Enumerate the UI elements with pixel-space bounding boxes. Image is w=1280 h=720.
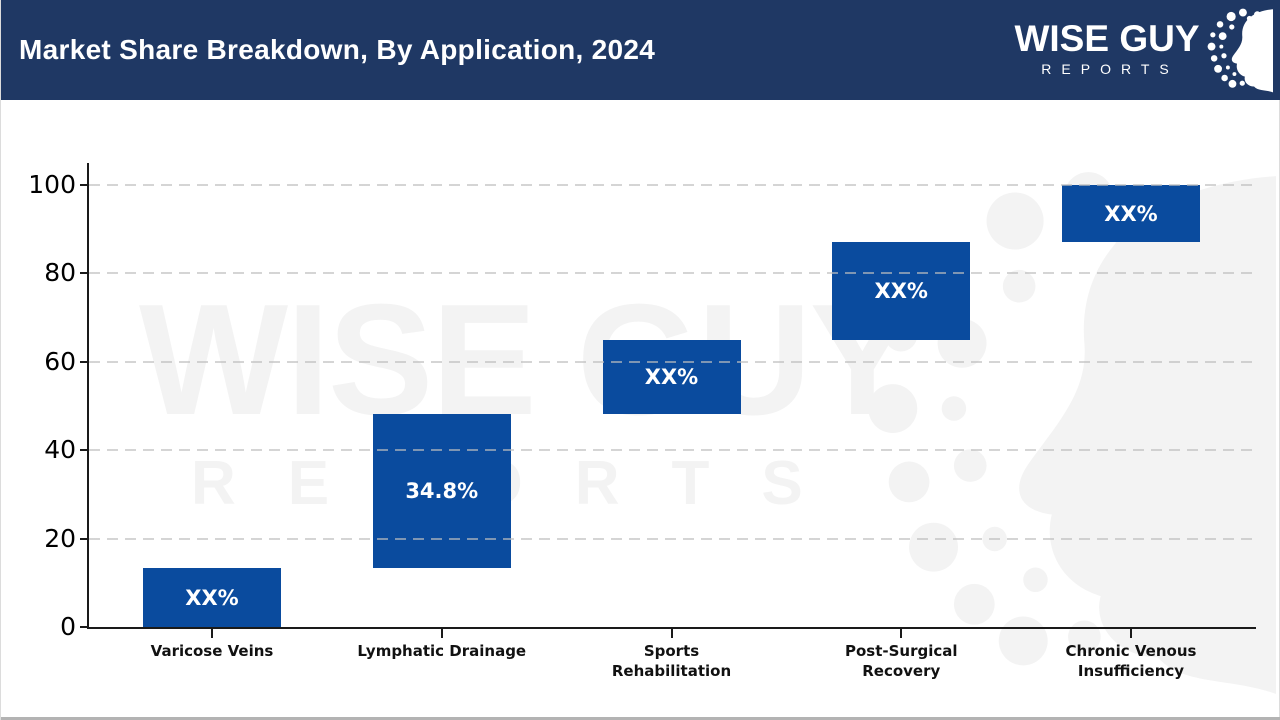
x-category-label: Sports Rehabilitation xyxy=(611,642,732,680)
x-axis-line xyxy=(87,627,1256,629)
y-tick-label-40: 40 xyxy=(44,435,76,465)
y-axis-line xyxy=(87,163,89,629)
bar-post-surgical-recovery: XX% xyxy=(832,242,971,340)
x-category-label: Lymphatic Drainage xyxy=(357,642,527,660)
x-tick-0 xyxy=(211,629,213,638)
y-tick-label-80: 80 xyxy=(44,258,76,288)
brand-subname: REPORTS xyxy=(1041,61,1179,77)
brand-name: WISE GUY xyxy=(1014,18,1200,59)
waterfall-chart: 0 20 40 60 80 100 XX% Varicose Veins 34.8% Lympha… xyxy=(1,100,1280,717)
y-tick-80 xyxy=(80,272,89,275)
brand-logo-text: WISE GUY REPORTS xyxy=(1013,18,1201,78)
y-tick-label-100: 100 xyxy=(28,170,76,199)
y-tick-20 xyxy=(80,537,89,540)
bar-value-label: XX% xyxy=(185,585,239,610)
x-category-label: Varicose Veins xyxy=(150,642,274,660)
gridline-60 xyxy=(89,360,1256,363)
watermark-text-line2: REPORTS xyxy=(191,449,855,518)
y-tick-0 xyxy=(80,626,89,628)
x-category-label: Post-Surgical Recovery xyxy=(844,642,958,680)
y-tick-label-0: 0 xyxy=(60,612,76,641)
y-tick-label-20: 20 xyxy=(44,523,76,553)
y-tick-100 xyxy=(80,184,89,186)
bar-value-label: XX% xyxy=(644,365,699,390)
x-tick-4 xyxy=(1130,629,1132,638)
gridline-20 xyxy=(89,537,1256,540)
bottom-border xyxy=(1,717,1280,720)
x-tick-2 xyxy=(670,629,673,638)
y-tick-label-60: 60 xyxy=(44,346,76,376)
bar-sports-rehabilitation: XX% xyxy=(602,339,741,415)
brand-logo: WISE GUY REPORTS xyxy=(1013,8,1273,94)
header-bar: Market Share Breakdown, By Application, … xyxy=(1,0,1280,100)
x-tick-1 xyxy=(440,629,443,638)
bar-value-label: XX% xyxy=(1104,201,1158,226)
y-tick-40 xyxy=(80,449,89,452)
bar-lymphatic-drainage: 34.8% xyxy=(372,414,511,569)
brand-face-icon xyxy=(1207,8,1273,93)
gridline-40 xyxy=(89,449,1256,452)
gridline-100 xyxy=(89,184,1256,186)
bar-value-label: 34.8% xyxy=(405,479,479,504)
watermark-text-line1: WISE GUY xyxy=(139,272,915,448)
bar-chronic-venous-insufficiency: XX% xyxy=(1062,185,1200,243)
bar-value-label: XX% xyxy=(874,279,928,304)
x-tick-3 xyxy=(900,629,903,638)
x-category-label: Chronic Venous Insufficiency xyxy=(1065,642,1197,680)
bar-varicose-veins: XX% xyxy=(143,568,281,627)
gridline-80 xyxy=(89,272,1256,275)
page-title: Market Share Breakdown, By Application, … xyxy=(19,34,656,65)
y-tick-60 xyxy=(80,360,89,363)
